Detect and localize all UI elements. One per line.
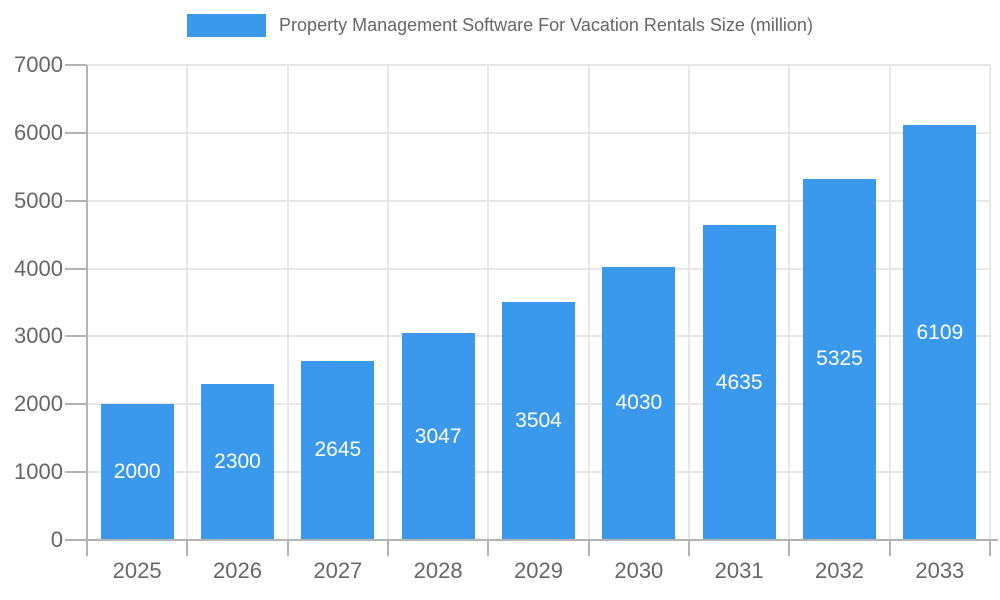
gridline-v — [487, 65, 490, 540]
y-axis-label: 1000 — [14, 459, 63, 485]
y-tick — [65, 131, 87, 134]
x-axis-label: 2031 — [714, 558, 764, 583]
y-tick — [65, 335, 87, 338]
gridline-v — [587, 65, 590, 540]
x-axis-label: 2025 — [112, 558, 162, 583]
bar[interactable]: 3504 — [502, 302, 575, 540]
x-axis-label: 2032 — [815, 558, 864, 583]
gridline-v — [286, 65, 289, 540]
bar-value-label: 2300 — [214, 449, 261, 473]
y-axis-label: 7000 — [14, 52, 63, 77]
bar-value-label: 6109 — [916, 320, 964, 344]
gridline-h — [87, 131, 990, 134]
y-axis-label: 6000 — [14, 119, 63, 145]
bar[interactable]: 5325 — [803, 178, 876, 540]
x-axis-label: 2030 — [614, 558, 664, 583]
y-axis-label: 5000 — [14, 187, 63, 213]
gridline-v — [186, 65, 189, 540]
x-tick — [688, 540, 690, 556]
gridline-v — [688, 65, 690, 540]
y-tick — [65, 267, 87, 270]
x-tick — [487, 540, 490, 556]
bar-value-label: 3047 — [414, 424, 462, 448]
x-tick — [888, 540, 891, 556]
bar[interactable]: 6109 — [903, 125, 977, 540]
gridline-v — [387, 65, 389, 540]
x-axis-line — [65, 539, 998, 541]
bar-value-label: 5325 — [816, 347, 863, 371]
bar[interactable]: 2300 — [201, 383, 274, 540]
y-tick — [65, 471, 87, 474]
bar-value-label: 4635 — [715, 370, 763, 394]
gridline-v — [788, 65, 791, 540]
y-axis-label: 4000 — [14, 255, 63, 281]
bar-value-label: 2645 — [314, 438, 362, 462]
x-tick — [989, 540, 991, 556]
gridline-h — [87, 64, 990, 66]
x-axis-label: 2029 — [514, 558, 563, 583]
x-tick — [186, 540, 189, 556]
y-tick — [65, 64, 87, 66]
bar-value-label: 2000 — [113, 460, 161, 484]
y-axis-line — [86, 65, 88, 556]
y-axis-label: 0 — [50, 527, 63, 552]
y-tick — [65, 403, 87, 406]
legend-label: Property Management Software For Vacatio… — [279, 15, 813, 35]
x-tick — [286, 540, 289, 556]
gridline-v — [888, 65, 891, 540]
x-axis-label: 2026 — [213, 558, 262, 583]
bar[interactable]: 4635 — [702, 225, 776, 540]
gridline-v — [989, 65, 991, 540]
y-tick — [65, 539, 87, 541]
bar-value-label: 3504 — [515, 409, 562, 433]
bar[interactable]: 3047 — [401, 333, 475, 540]
bar[interactable]: 2645 — [301, 360, 375, 540]
y-axis-label: 2000 — [14, 391, 63, 417]
bar[interactable]: 2000 — [100, 404, 174, 540]
chart-legend[interactable]: Property Management Software For Vacatio… — [0, 14, 1000, 37]
x-tick — [86, 540, 88, 556]
x-axis-label: 2027 — [313, 558, 363, 583]
gridline-h — [87, 199, 990, 202]
plot-area: 2000 2300 2645 3047 3504 4030 4635 5325 6109 — [87, 64, 991, 540]
x-tick — [587, 540, 590, 556]
bar-value-label: 4030 — [615, 391, 663, 415]
x-axis-label: 2033 — [915, 558, 965, 583]
gridline-h — [87, 267, 990, 270]
x-axis-label: 2028 — [413, 558, 463, 583]
y-tick — [65, 199, 87, 202]
y-axis-label: 3000 — [14, 323, 63, 349]
bar[interactable]: 4030 — [602, 266, 676, 540]
x-tick — [788, 540, 791, 556]
legend-swatch — [187, 14, 267, 37]
x-tick — [387, 540, 389, 556]
